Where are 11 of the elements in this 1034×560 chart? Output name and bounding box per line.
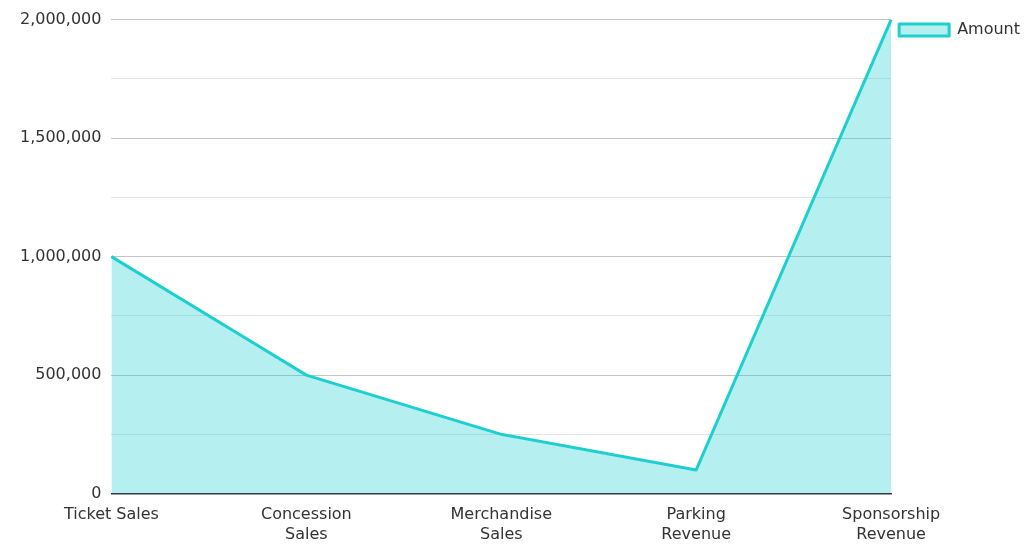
legend-label: Amount (957, 19, 1020, 39)
x-tick-label: Parking Revenue (661, 504, 732, 543)
y-tick-label: 500,000 (35, 364, 102, 384)
x-tick-label: Ticket Sales (62, 504, 159, 524)
y-tick-label: 1,500,000 (19, 127, 102, 147)
x-tick-label: Sponsorship Revenue (842, 504, 941, 543)
x-tick-label: Merchandise Sales (450, 504, 553, 543)
y-tick-label: 0 (91, 482, 102, 502)
y-tick-label: 2,000,000 (19, 8, 102, 28)
x-tick-label: Concession Sales (260, 504, 352, 543)
y-tick-label: 1,000,000 (19, 245, 102, 265)
